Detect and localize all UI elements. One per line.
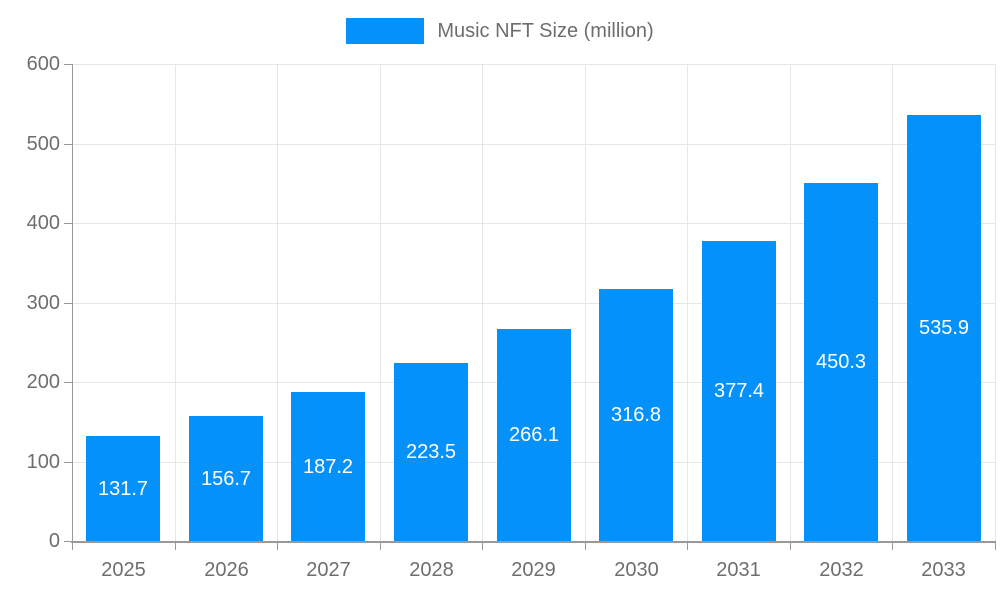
- y-axis-tick: [64, 64, 72, 65]
- bar-2030: [599, 289, 673, 541]
- x-axis-label: 2033: [921, 559, 966, 581]
- x-axis-tick: [482, 542, 483, 550]
- bar-value-label: 156.7: [200, 468, 252, 490]
- gridline-horizontal: [72, 223, 995, 224]
- bar-value-label: 450.3: [815, 351, 867, 373]
- bar-2032: [804, 183, 878, 541]
- x-axis-label: 2032: [819, 559, 864, 581]
- x-axis-tick: [687, 542, 688, 550]
- x-axis-tick: [72, 542, 73, 550]
- gridline-vertical: [482, 64, 483, 541]
- gridline-horizontal: [72, 303, 995, 304]
- gridline-vertical: [380, 64, 381, 541]
- bar-value-label: 535.9: [918, 317, 970, 339]
- bar-2028: [394, 363, 468, 541]
- bar-value-label: 223.5: [405, 441, 457, 463]
- y-axis-label: 0: [48, 530, 60, 552]
- x-axis-tick: [277, 542, 278, 550]
- y-axis-line: [72, 64, 73, 541]
- y-axis-label: 200: [26, 371, 60, 393]
- legend-label[interactable]: Music NFT Size (million): [437, 20, 654, 42]
- y-axis-tick: [64, 462, 72, 463]
- x-axis-tick: [892, 542, 893, 550]
- gridline-horizontal: [72, 144, 995, 145]
- bar-value-label: 377.4: [713, 380, 765, 402]
- x-axis-tick: [995, 542, 996, 550]
- x-axis-line: [71, 541, 996, 543]
- x-axis-label: 2026: [204, 559, 249, 581]
- y-axis-tick: [64, 382, 72, 383]
- legend-swatch-icon[interactable]: [346, 18, 425, 44]
- y-axis-label: 600: [26, 53, 60, 75]
- bar-2031: [702, 241, 776, 541]
- bar-2033: [907, 115, 981, 541]
- bar-2029: [497, 329, 571, 541]
- gridline-vertical: [892, 64, 893, 541]
- bar-2025: [86, 436, 160, 541]
- x-axis-label: 2027: [306, 559, 351, 581]
- x-axis-tick: [380, 542, 381, 550]
- gridline-vertical: [175, 64, 176, 541]
- bar-value-label: 187.2: [302, 456, 354, 478]
- x-axis-label: 2031: [716, 559, 761, 581]
- x-axis-tick: [175, 542, 176, 550]
- x-axis-label: 2025: [101, 559, 146, 581]
- y-axis-tick: [64, 541, 72, 542]
- x-axis-label: 2028: [409, 559, 454, 581]
- gridline-vertical: [687, 64, 688, 541]
- x-axis-tick: [790, 542, 791, 550]
- legend[interactable]: Music NFT Size (million): [0, 18, 1000, 44]
- x-axis-label: 2029: [511, 559, 556, 581]
- bar-2027: [291, 392, 365, 541]
- gridline-vertical: [995, 64, 996, 541]
- y-axis-label: 400: [26, 212, 60, 234]
- gridline-horizontal: [72, 64, 995, 65]
- bar-value-label: 316.8: [610, 404, 662, 426]
- y-axis-tick: [64, 223, 72, 224]
- gridline-vertical: [277, 64, 278, 541]
- gridline-vertical: [585, 64, 586, 541]
- y-axis-label: 300: [26, 292, 60, 314]
- y-axis-tick: [64, 144, 72, 145]
- y-axis-label: 100: [26, 451, 60, 473]
- bar-value-label: 266.1: [508, 424, 560, 446]
- bar-value-label: 131.7: [97, 478, 149, 500]
- gridline-vertical: [790, 64, 791, 541]
- x-axis-tick: [585, 542, 586, 550]
- x-axis-label: 2030: [614, 559, 659, 581]
- y-axis-label: 500: [26, 133, 60, 155]
- y-axis-tick: [64, 303, 72, 304]
- bar-2026: [189, 416, 263, 541]
